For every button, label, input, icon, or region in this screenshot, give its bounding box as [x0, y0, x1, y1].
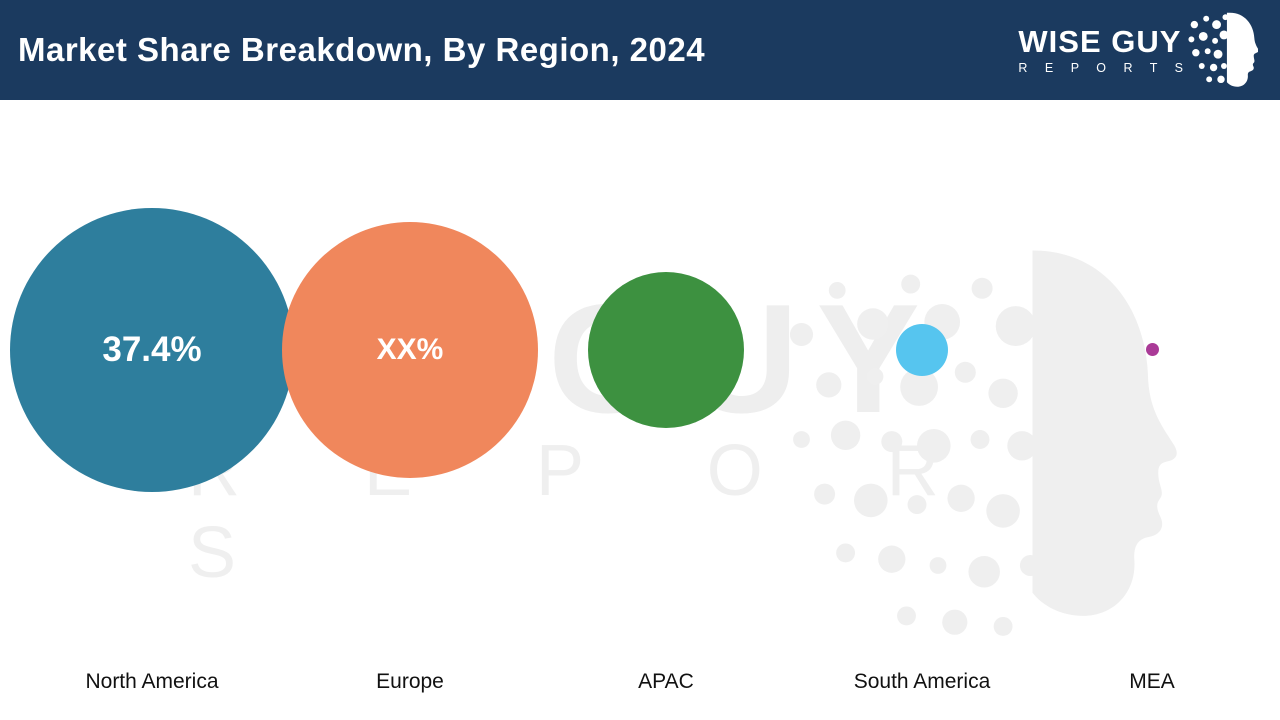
- header: Market Share Breakdown, By Region, 2024 …: [0, 0, 1280, 100]
- bubble-mea: [1146, 343, 1159, 356]
- logo-wordmark: WISE GUY: [1018, 23, 1182, 59]
- bubble-north-america: 37.4%: [10, 208, 294, 492]
- brand-logo: WISE GUY R E P O R T S: [1018, 9, 1258, 91]
- category-label-north-america: North America: [85, 670, 219, 693]
- logo-head-icon: [1188, 12, 1258, 87]
- bubble-value-europe: XX%: [376, 333, 444, 366]
- category-label-mea: MEA: [1129, 670, 1175, 693]
- bubble-chart: GUY R E P O R T S: [0, 100, 1280, 720]
- brand-text: WISE GUY R E P O R T S: [1018, 23, 1190, 76]
- bubble-value-north-america: 37.4%: [102, 330, 202, 369]
- category-label-apac: APAC: [638, 670, 694, 693]
- page-title: Market Share Breakdown, By Region, 2024: [18, 31, 706, 68]
- category-label-south-america: South America: [853, 670, 991, 693]
- watermark-head-icon: [789, 250, 1177, 636]
- bubble-europe: XX%: [282, 222, 538, 478]
- bubble-apac: [588, 272, 744, 428]
- category-label-europe: Europe: [376, 670, 444, 693]
- bubble-south-america: [896, 324, 948, 376]
- logo-subtext: R E P O R T S: [1018, 61, 1190, 76]
